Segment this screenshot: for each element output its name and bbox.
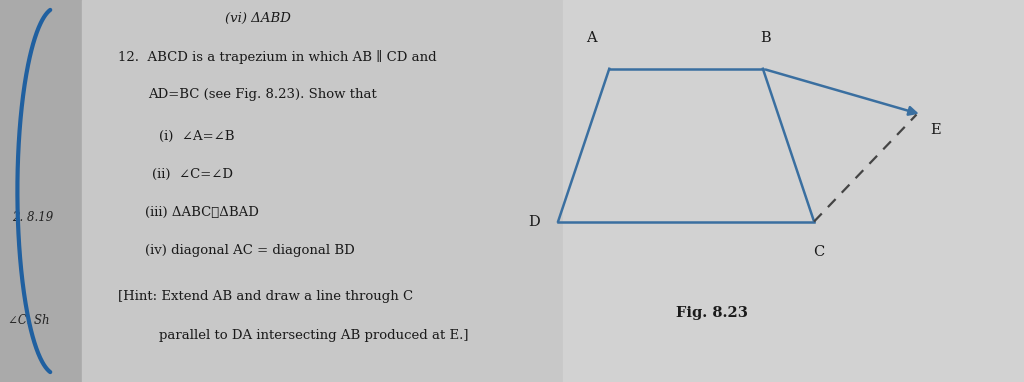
Text: ∠C. Sh: ∠C. Sh [8, 314, 50, 327]
Text: D: D [528, 215, 541, 228]
Text: B: B [761, 31, 771, 45]
Text: (iii) ΔABC≅ΔBAD: (iii) ΔABC≅ΔBAD [145, 206, 259, 219]
Text: [Hint: Extend AB and draw a line through C: [Hint: Extend AB and draw a line through… [118, 290, 413, 303]
Bar [82, 0, 645, 382]
Text: 12.  ABCD is a trapezium in which AB ∥ CD and: 12. ABCD is a trapezium in which AB ∥ CD… [118, 50, 436, 64]
Text: Fig. 8.23: Fig. 8.23 [676, 306, 748, 320]
Text: E: E [930, 123, 940, 137]
Text: parallel to DA intersecting AB produced at E.]: parallel to DA intersecting AB produced … [159, 329, 468, 342]
Bar [0, 0, 82, 382]
Text: (i)  ∠A=∠B: (i) ∠A=∠B [159, 130, 234, 143]
Bar [563, 0, 1024, 382]
Text: (vi) ΔABD: (vi) ΔABD [225, 11, 291, 24]
Text: (iv) diagonal AC = diagonal BD: (iv) diagonal AC = diagonal BD [145, 244, 355, 257]
Text: (ii)  ∠C=∠D: (ii) ∠C=∠D [152, 168, 232, 181]
Text: A: A [587, 31, 597, 45]
Text: C: C [814, 245, 824, 259]
Text: 2. 8.19: 2. 8.19 [12, 211, 53, 224]
Text: AD=BC (see Fig. 8.23). Show that: AD=BC (see Fig. 8.23). Show that [148, 88, 377, 101]
